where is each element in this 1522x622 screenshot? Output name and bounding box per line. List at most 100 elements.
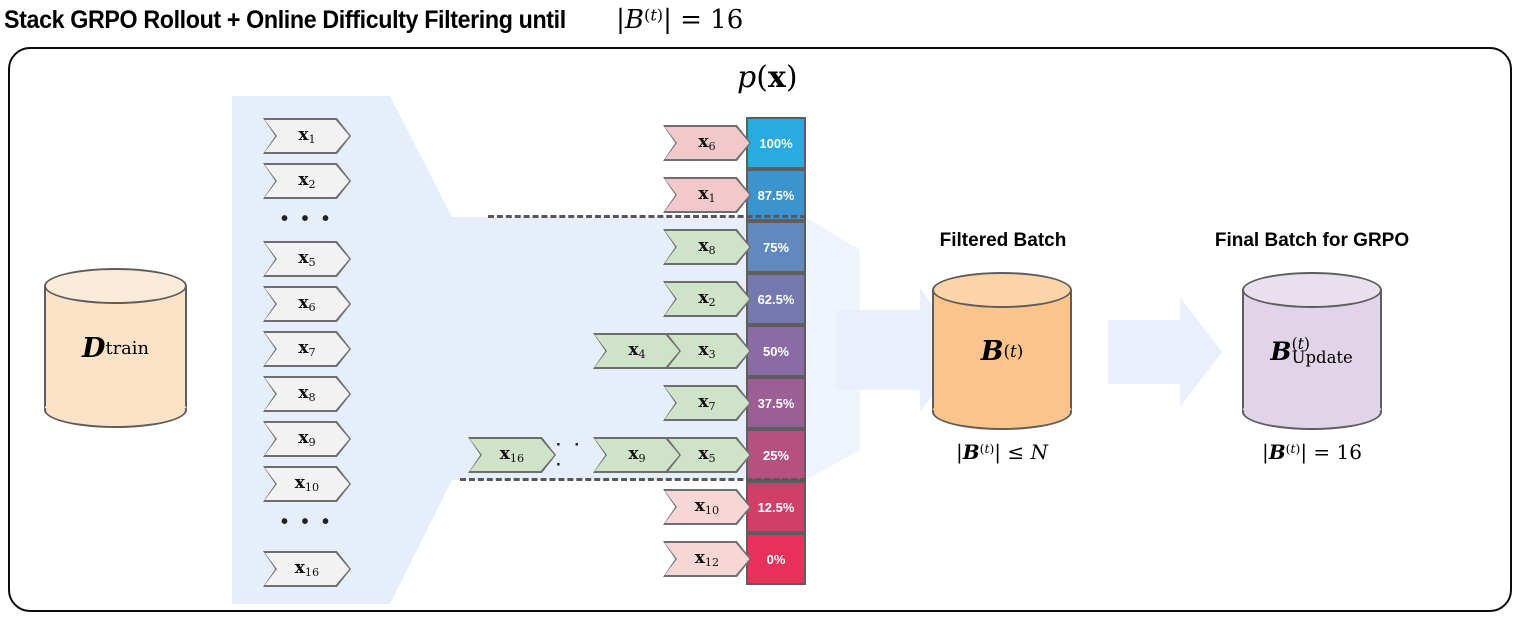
pool-tag[interactable]: x10 <box>263 466 351 502</box>
probability-value: 62.5% <box>757 291 795 307</box>
tag-label: x7 <box>698 391 716 413</box>
cylinder-top-ellipse <box>1242 272 1382 308</box>
lower-threshold-line <box>460 478 806 481</box>
cylinder-body <box>44 286 187 410</box>
probability-value: 100% <box>759 135 793 151</box>
tag-label: x9 <box>298 427 316 449</box>
tag-label: x12 <box>694 547 720 569</box>
rollout-tag-stacked[interactable]: x4 <box>593 333 681 369</box>
pool-tag[interactable]: x5 <box>263 241 351 277</box>
tag-face: x5 <box>264 242 350 276</box>
tag-face: x16 <box>469 438 555 472</box>
tag-label: x2 <box>298 169 316 191</box>
tag-label: x10 <box>294 472 320 494</box>
probability-value: 87.5% <box>757 187 795 203</box>
tag-label: x8 <box>698 235 716 257</box>
tag-face: x10 <box>264 467 350 501</box>
tag-label: x4 <box>628 339 646 361</box>
tag-label: x2 <box>698 287 716 309</box>
tag-label: x16 <box>294 557 320 579</box>
tag-label: x1 <box>298 124 316 146</box>
probability-value: 0% <box>766 551 786 567</box>
probability-bar-segment: 0% <box>746 533 806 585</box>
final-batch-caption: |B(t)| = 16 <box>1262 440 1362 464</box>
page-title-text: Stack GRPO Rollout + Online Difficulty F… <box>4 5 566 34</box>
rollout-tag-stacked[interactable]: x16 <box>468 437 556 473</box>
probability-bar-segment: 100% <box>746 117 806 169</box>
rollout-tag-filtered-out[interactable]: x1 <box>663 177 751 213</box>
final-batch-symbol: B (t) Update <box>1270 334 1353 367</box>
rollout-tag-filtered-out[interactable]: x12 <box>663 541 751 577</box>
tag-face: x8 <box>264 377 350 411</box>
filtered-batch-caption: |B(t)| ≤ N <box>955 440 1049 464</box>
filtered-batch-cylinder: B (t) <box>932 272 1072 430</box>
tag-face: x16 <box>264 552 350 586</box>
pool-tag[interactable]: x9 <box>263 421 351 457</box>
tag-face: x2 <box>264 164 350 198</box>
probability-value: 50% <box>762 343 790 359</box>
probability-bar-segment: 25% <box>746 429 806 481</box>
probability-value: 12.5% <box>757 499 795 515</box>
pool-tag[interactable]: x16 <box>263 551 351 587</box>
tag-face: x6 <box>664 126 750 160</box>
probability-value: 37.5% <box>757 395 795 411</box>
probability-bar-segment: 62.5% <box>746 273 806 325</box>
probability-bar-segment: 50% <box>746 325 806 377</box>
probability-bar-segment: 87.5% <box>746 169 806 221</box>
tag-label: x1 <box>698 183 716 205</box>
pool-tag[interactable]: x6 <box>263 286 351 322</box>
tag-face: x1 <box>264 119 350 153</box>
page-title: Stack GRPO Rollout + Online Difficulty F… <box>4 0 743 40</box>
tag-face: x1 <box>664 178 750 212</box>
filtered-batch-symbol: B (t) <box>980 335 1024 367</box>
probability-bar-segment: 75% <box>746 221 806 273</box>
cylinder-top-ellipse <box>932 272 1072 308</box>
tag-face: x12 <box>664 542 750 576</box>
tag-label: x10 <box>694 495 720 517</box>
tag-label: x6 <box>698 131 716 153</box>
tag-label: x3 <box>698 339 716 361</box>
tag-label: x8 <box>298 382 316 404</box>
probability-bar-segment: 37.5% <box>746 377 806 429</box>
upper-threshold-line <box>488 215 806 218</box>
tag-face: x10 <box>664 490 750 524</box>
tag-label: x9 <box>628 443 646 465</box>
rollout-tag-kept[interactable]: x7 <box>663 385 751 421</box>
probability-bar-segment: 12.5% <box>746 481 806 533</box>
rollout-tag-kept[interactable]: x8 <box>663 229 751 265</box>
rollout-tag-filtered-out[interactable]: x6 <box>663 125 751 161</box>
probability-value: 25% <box>762 447 790 463</box>
rollout-tag-kept[interactable]: x2 <box>663 281 751 317</box>
tag-label: x5 <box>298 247 316 269</box>
tag-face: x7 <box>664 386 750 420</box>
tag-label: x6 <box>298 292 316 314</box>
pool-ellipsis: • • • <box>280 510 334 533</box>
pool-tag[interactable]: x2 <box>263 163 351 199</box>
tag-face: x2 <box>664 282 750 316</box>
cylinder-top-ellipse <box>44 268 187 304</box>
filtered-batch-heading: Filtered Batch <box>939 230 1067 251</box>
cylinder-body <box>1242 290 1382 412</box>
final-batch-cylinder: B (t) Update <box>1242 272 1382 430</box>
page-title-formula: |B(t)| = 16 <box>616 5 744 35</box>
rollout-tag-stacked[interactable]: x9 <box>593 437 681 473</box>
tag-face: x4 <box>594 334 680 368</box>
pool-tag[interactable]: x7 <box>263 331 351 367</box>
rollout-tag-filtered-out[interactable]: x10 <box>663 489 751 525</box>
tag-face: x9 <box>594 438 680 472</box>
pool-tag[interactable]: x8 <box>263 376 351 412</box>
pool-ellipsis: • • • <box>280 207 334 230</box>
rollout-ellipsis: · · · <box>556 435 585 474</box>
tag-face: x9 <box>264 422 350 456</box>
tag-face: x8 <box>664 230 750 264</box>
tag-label: x7 <box>298 337 316 359</box>
probability-axis-label: p(x) <box>737 60 798 95</box>
probability-value: 75% <box>762 239 790 255</box>
tag-face: x6 <box>264 287 350 321</box>
tag-label: x16 <box>499 443 525 465</box>
final-batch-heading: Final Batch for GRPO <box>1214 230 1410 251</box>
pool-tag[interactable]: x1 <box>263 118 351 154</box>
cylinder-body <box>932 290 1072 412</box>
